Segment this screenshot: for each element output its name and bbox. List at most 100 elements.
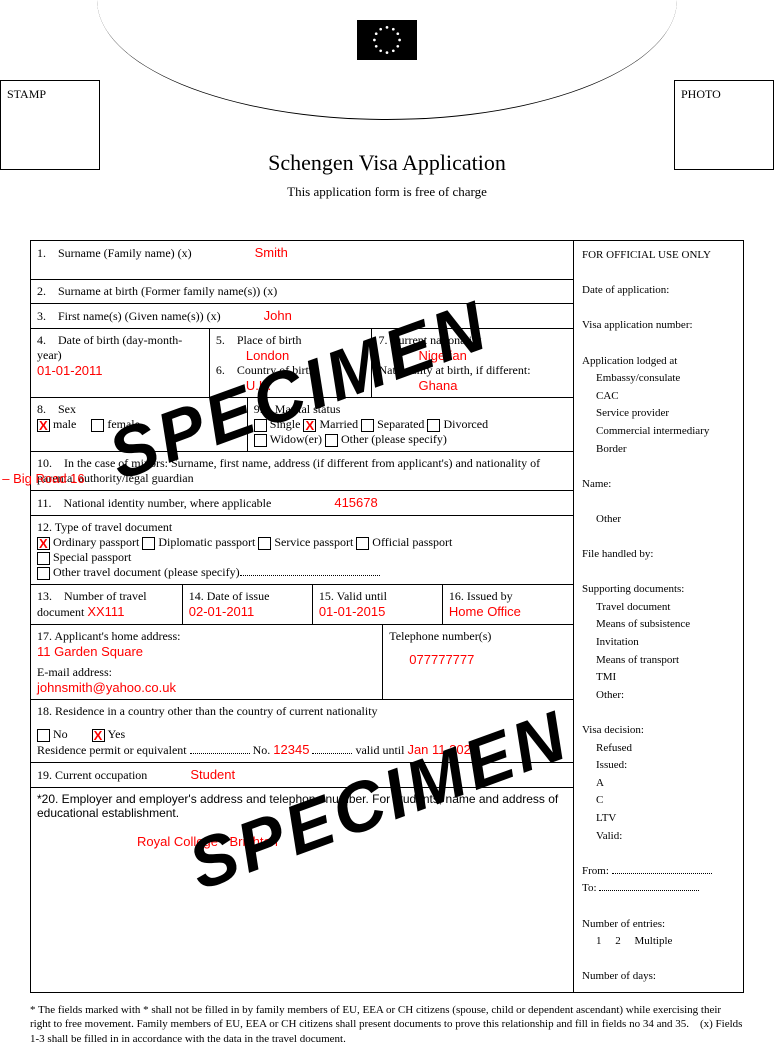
field-4-label: 4. Date of birth (day-month-year)	[37, 333, 203, 363]
official-sup-means: Means of subsistence	[582, 616, 735, 634]
checkbox-residence-yes[interactable]	[92, 729, 105, 742]
field-6-value[interactable]: U.K.	[216, 378, 366, 393]
field-3: 3. First name(s) (Given name(s)) (x) Joh…	[31, 304, 573, 329]
label-married: Married	[319, 417, 358, 431]
field-10-value[interactable]: Smith Jane – Big Road 16	[0, 471, 85, 486]
checkbox-official-passport[interactable]	[356, 537, 369, 550]
row-8-9: 8. Sex male female 9. Marital status Sin…	[31, 398, 573, 452]
entries-multiple: Multiple	[635, 935, 673, 947]
checkbox-female[interactable]	[91, 419, 104, 432]
checkbox-separated[interactable]	[361, 419, 374, 432]
photo-box: PHOTO	[674, 80, 774, 170]
official-date: Date of application:	[582, 282, 735, 300]
official-name: Name:	[582, 476, 735, 494]
field-17b-value[interactable]: johnsmith@yahoo.co.uk	[37, 680, 376, 695]
field-20-label: *20. Employer and employer's address and…	[37, 792, 567, 820]
field-18-label: 18. Residence in a country other than th…	[37, 704, 567, 719]
official-lodged: Application lodged at	[582, 353, 735, 371]
label-divorced: Divorced	[443, 417, 488, 431]
field-12: 12. Type of travel document Ordinary pas…	[31, 516, 573, 585]
field-17: 17. Applicant's home address: 11 Garden …	[31, 625, 573, 700]
field-20-value[interactable]: Royal College - Brighton	[37, 834, 567, 849]
field-2: 2. Surname at birth (Former family name(…	[31, 280, 573, 304]
official-supporting: Supporting documents:	[582, 581, 735, 599]
field-17a-value[interactable]: 11 Garden Square	[37, 644, 376, 659]
field-14-label: 14. Date of issue	[189, 589, 306, 604]
footnote: * The fields marked with * shall not be …	[30, 1003, 744, 1046]
field-18-no-value[interactable]: 12345	[273, 742, 309, 757]
field-2-label: 2. Surname at birth (Former family name(…	[37, 284, 277, 298]
field-19-label: 19. Current occupation	[37, 768, 147, 782]
field-5-value[interactable]: London	[216, 348, 366, 363]
field-7b-value[interactable]: Ghana	[378, 378, 567, 393]
field-19-value[interactable]: Student	[190, 767, 235, 782]
label-separated: Separated	[377, 417, 424, 431]
field-17c-value[interactable]: 077777777	[389, 652, 567, 667]
title-block: Schengen Visa Application This applicati…	[30, 150, 744, 200]
official-title: FOR OFFICIAL USE ONLY	[582, 247, 735, 265]
field-1-value[interactable]: Smith	[255, 245, 288, 260]
field-18-valid-value[interactable]: Jan 11 2020	[407, 742, 478, 757]
field-14-value[interactable]: 02-01-2011	[189, 604, 306, 619]
field-16-value[interactable]: Home Office	[449, 604, 567, 619]
field-11: 11. National identity number, where appl…	[31, 491, 573, 516]
field-15-label: 15. Valid until	[319, 589, 436, 604]
field-3-label: 3. First name(s) (Given name(s)) (x)	[37, 309, 221, 323]
field-7a-value[interactable]: Nigerian	[378, 348, 567, 363]
field-7b-label: Nationality at birth, if different:	[378, 363, 530, 377]
official-file: File handled by:	[582, 546, 735, 564]
field-10-label: 10. In the case of minors: Surname, firs…	[37, 456, 540, 485]
field-13-value[interactable]: XX111	[87, 604, 124, 619]
checkbox-other-travel-doc[interactable]	[37, 567, 50, 580]
form: 1. Surname (Family name) (x) Smith 2. Su…	[30, 240, 744, 993]
field-6-label: 6. Country of birth	[216, 363, 366, 378]
row-13-16: 13. Number of travel document XX111 14. …	[31, 585, 573, 625]
checkbox-special-passport[interactable]	[37, 552, 50, 565]
field-9-label: 9. Marital status	[254, 402, 567, 417]
entries-2: 2	[615, 935, 621, 947]
checkbox-divorced[interactable]	[427, 419, 440, 432]
official-border: Border	[582, 441, 735, 459]
official-sup-transport: Means of transport	[582, 652, 735, 670]
field-8-label: 8. Sex	[37, 402, 241, 417]
official-cac: CAC	[582, 388, 735, 406]
checkbox-diplomatic-passport[interactable]	[142, 537, 155, 550]
label-ordinary: Ordinary passport	[53, 535, 139, 549]
label-other-status: Other (please specify)	[341, 432, 447, 446]
field-7a-label: 7. Current nationality	[378, 333, 481, 347]
field-11-value[interactable]: 415678	[334, 495, 377, 510]
field-12-label: 12. Type of travel document	[37, 520, 567, 535]
label-widower: Widow(er)	[270, 432, 322, 446]
label-special: Special passport	[53, 550, 131, 564]
checkbox-widower[interactable]	[254, 434, 267, 447]
checkbox-ordinary-passport[interactable]	[37, 537, 50, 550]
row-4-7: 4. Date of birth (day-month-year) 01-01-…	[31, 329, 573, 398]
official-commercial: Commercial intermediary	[582, 423, 735, 441]
page-title: Schengen Visa Application	[30, 150, 744, 176]
eu-flag-icon	[357, 20, 417, 60]
field-10: 10. In the case of minors: Surname, firs…	[31, 452, 573, 491]
checkbox-other-status[interactable]	[325, 434, 338, 447]
field-15-value[interactable]: 01-01-2015	[319, 604, 436, 619]
official-issued: Issued:	[582, 757, 735, 775]
page-subtitle: This application form is free of charge	[30, 184, 744, 200]
checkbox-service-passport[interactable]	[258, 537, 271, 550]
entries-1: 1	[596, 935, 602, 947]
field-4-value[interactable]: 01-01-2011	[37, 363, 203, 378]
official-embassy: Embassy/consulate	[582, 370, 735, 388]
checkbox-residence-no[interactable]	[37, 729, 50, 742]
official-use-panel: FOR OFFICIAL USE ONLY Date of applicatio…	[573, 241, 743, 992]
stamp-box: STAMP	[0, 80, 100, 170]
field-1-label: 1. Surname (Family name) (x)	[37, 246, 192, 260]
label-other-travel: Other travel document (please specify)	[53, 565, 240, 579]
label-official: Official passport	[372, 535, 452, 549]
checkbox-male[interactable]	[37, 419, 50, 432]
official-to: To:	[582, 882, 597, 894]
checkbox-married[interactable]	[303, 419, 316, 432]
field-18-permit-label: Residence permit or equivalent	[37, 743, 187, 757]
checkbox-single[interactable]	[254, 419, 267, 432]
field-19: 19. Current occupation Student	[31, 763, 573, 788]
official-days: Number of days:	[582, 968, 735, 986]
field-3-value[interactable]: John	[264, 308, 292, 323]
label-yes: Yes	[108, 727, 125, 741]
